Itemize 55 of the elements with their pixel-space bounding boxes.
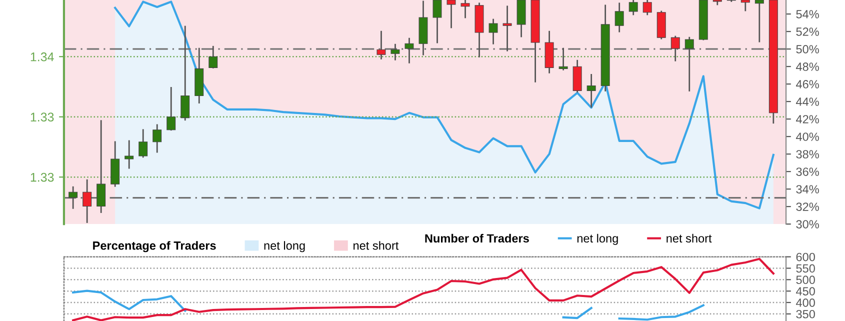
candlestick [684,36,694,92]
y2-tick-label: 46% [796,80,819,88]
legend-label: net long [264,241,305,252]
legend-title: Percentage of Traders [93,241,216,252]
candlestick [586,74,596,108]
line-series [72,258,774,321]
y2-tick-label: 52% [796,28,819,36]
legend-label: net short [666,234,712,243]
candlestick [558,48,568,70]
y2-tick-label: 38% [796,150,819,158]
legend-label: net short [354,241,399,250]
legend-title: Number of Traders [425,234,529,243]
candlestick [124,140,134,169]
candlestick [138,129,148,158]
y-tick-label: 400 [796,298,815,307]
y-tick-label: 450 [796,287,815,296]
y2-tick-label: 42% [796,115,819,124]
y2-tick-label: 54% [796,10,819,18]
candlestick [614,2,624,32]
candlestick [670,36,680,62]
candlestick [502,6,512,52]
candlestick [754,0,764,42]
candlestick [180,26,190,121]
y-tick-label: 500 [796,276,815,284]
candlestick [446,0,456,28]
y2-tick-label: 36% [796,168,819,176]
candlestick [628,0,638,16]
candlestick [166,87,176,131]
y-tick-label: 1.33 [30,112,54,122]
y2-tick-label: 30% [796,220,819,228]
y2-tick-label: 44% [796,98,819,106]
candlestick [404,38,414,64]
candlestick [390,44,400,60]
candlestick [208,46,218,68]
y2-tick-label: 34% [796,185,819,194]
candlestick [376,30,386,60]
candlestick [642,0,652,16]
y-tick-label: 550 [796,264,815,273]
candlestick [460,0,470,18]
y2-tick-label: 32% [796,202,819,211]
candlestick [68,186,78,209]
y-tick-label: 350 [796,310,815,318]
candlestick [82,179,92,223]
candlestick [432,0,442,44]
y2-tick-label: 50% [796,45,819,54]
y-tick-label: 1.34 [30,52,54,62]
candlestick [740,0,750,12]
candlestick [488,18,498,44]
y2-tick-label: 48% [796,62,819,71]
candlestick [152,124,162,153]
y2-tick-label: 40% [796,132,819,141]
y-tick-label: 1.33 [30,172,54,182]
legend-label: net long [577,234,618,245]
y-tick-label: 600 [796,252,815,262]
candlestick [96,120,106,213]
